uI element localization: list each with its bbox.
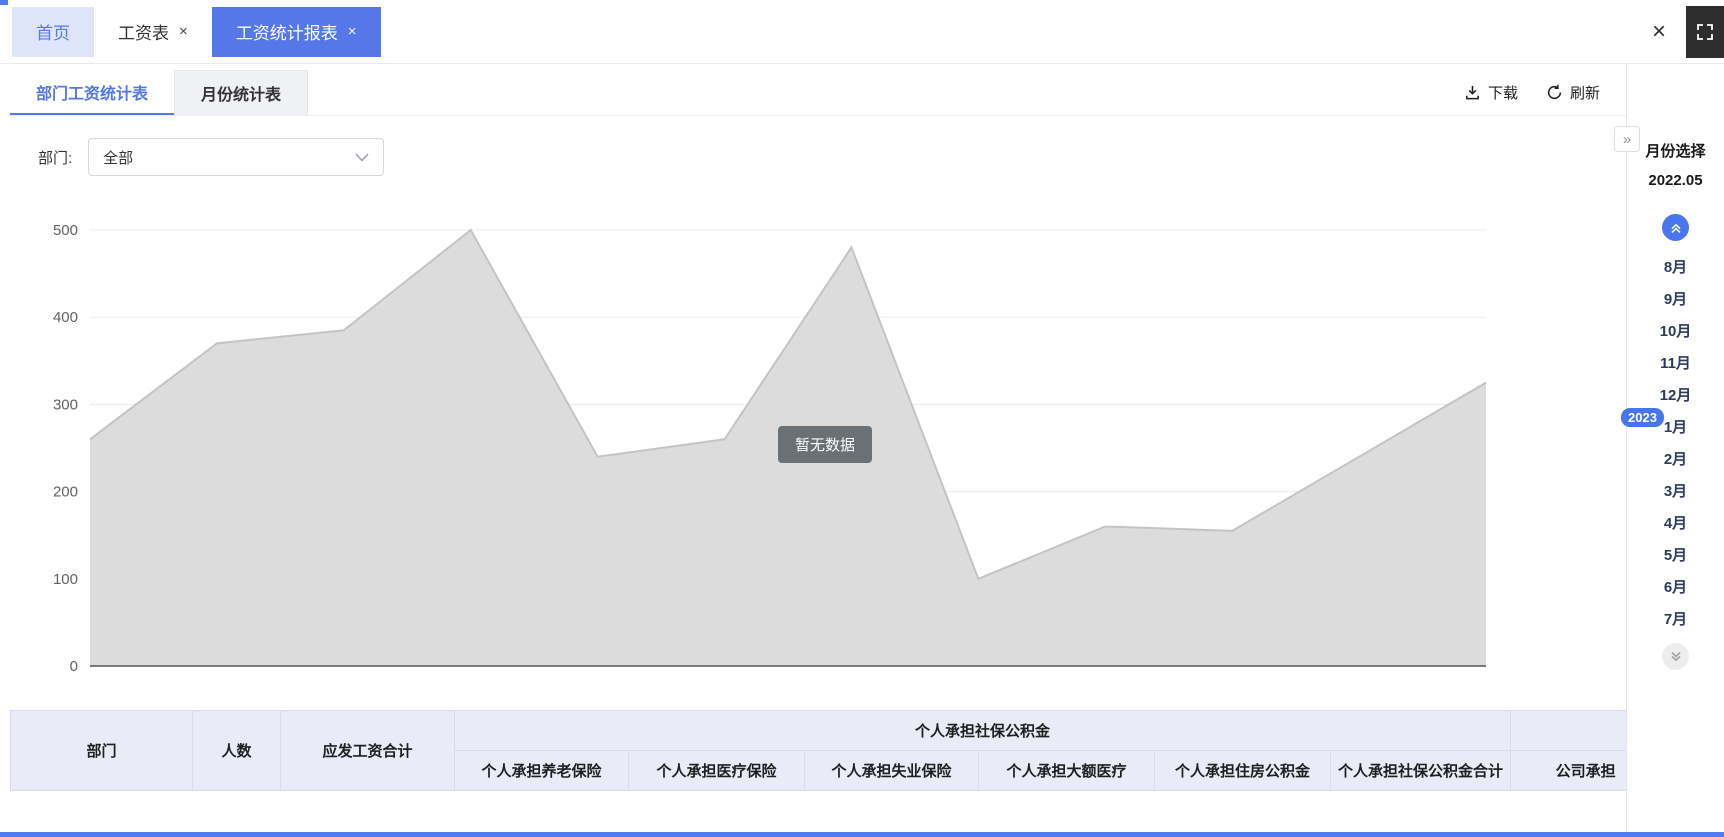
col-headcount: 人数 bbox=[192, 710, 281, 791]
col-personal-housing-fund: 个人承担住房公积金 bbox=[1154, 750, 1331, 791]
report-card: 部门工资统计表 月份统计表 下载 bbox=[0, 64, 1626, 832]
month-selector-panel: » 月份选择 2022.05 8月 9月 10月 11月 12月 1月 2月 3… bbox=[1614, 64, 1724, 832]
chart-toolbar: 下载 刷新 bbox=[1464, 70, 1600, 115]
svg-text:0: 0 bbox=[70, 658, 78, 675]
horizontal-scrollbar[interactable] bbox=[0, 832, 1724, 837]
col-company-cutoff: 公司承担 bbox=[1510, 750, 1626, 791]
col-personal-unemployment: 个人承担失业保险 bbox=[804, 750, 979, 791]
tab-month-stats[interactable]: 月份统计表 bbox=[174, 70, 309, 115]
year-badge: 2023 bbox=[1621, 408, 1664, 427]
col-personal-total: 个人承担社保公积金合计 bbox=[1329, 750, 1512, 791]
tab-month-stats-label: 月份统计表 bbox=[201, 87, 282, 104]
tab-department-salary-stats[interactable]: 部门工资统计表 bbox=[10, 70, 175, 115]
col-department: 部门 bbox=[10, 710, 193, 791]
collapse-panel-button[interactable]: » bbox=[1614, 126, 1640, 152]
col-personal-major-medical: 个人承担大额医疗 bbox=[978, 750, 1155, 791]
month-item[interactable]: 12月 bbox=[1659, 387, 1692, 404]
salary-area-chart: 0 100 200 300 400 500 bbox=[53, 222, 1487, 675]
corner-sliver bbox=[0, 0, 8, 5]
tab-salary-sheet-label: 工资表 bbox=[118, 24, 169, 43]
chart-area: 0 100 200 300 400 500 暂无数据 bbox=[20, 216, 1626, 686]
fullscreen-button[interactable] bbox=[1686, 5, 1724, 58]
month-item[interactable]: 2月 bbox=[1663, 451, 1688, 468]
collapse-icon: » bbox=[1622, 130, 1632, 148]
tab-home[interactable]: 首页 bbox=[12, 6, 94, 57]
topbar-right: × bbox=[1632, 0, 1724, 63]
scroll-down-button[interactable] bbox=[1662, 643, 1689, 670]
col-gross-salary-total: 应发工资合计 bbox=[280, 710, 455, 791]
month-panel-title: 月份选择 bbox=[1645, 143, 1706, 160]
double-chevron-up-icon bbox=[1670, 223, 1681, 233]
table-header-row-2: 个人承担养老保险 个人承担医疗保险 个人承担失业保险 个人承担大额医疗 个人承担… bbox=[11, 750, 1626, 791]
fullscreen-icon bbox=[1697, 23, 1713, 40]
col-personal-medical: 个人承担医疗保险 bbox=[628, 750, 805, 791]
svg-text:100: 100 bbox=[53, 571, 78, 588]
tab-salary-report[interactable]: 工资统计报表 × bbox=[211, 6, 381, 57]
group-header-personal-social-security: 个人承担社保公积金 bbox=[453, 710, 1512, 751]
month-item[interactable]: 6月 bbox=[1663, 579, 1688, 596]
double-chevron-down-icon bbox=[1670, 651, 1681, 661]
month-item[interactable]: 7月 bbox=[1663, 611, 1688, 628]
month-item[interactable]: 8月 bbox=[1663, 259, 1688, 276]
refresh-button[interactable]: 刷新 bbox=[1546, 82, 1600, 103]
svg-text:500: 500 bbox=[53, 222, 78, 239]
month-item[interactable]: 9月 bbox=[1663, 291, 1688, 308]
scroll-up-button[interactable] bbox=[1662, 214, 1689, 241]
top-tab-bar: 首页 工资表 × 工资统计报表 × × bbox=[0, 0, 1724, 64]
tab-salary-report-close-icon[interactable]: × bbox=[347, 23, 357, 40]
month-list: 8月 9月 10月 11月 12月 1月 2月 3月 4月 5月 6月 7月 bbox=[1660, 257, 1692, 630]
chevron-down-icon bbox=[355, 152, 369, 162]
summary-table: 部门 人数 应发工资合计 个人承担社保公积金 个人承担养老保险 个人承担医疗保险… bbox=[10, 710, 1626, 791]
download-label: 下载 bbox=[1487, 85, 1518, 102]
tab-salary-sheet[interactable]: 工资表 × bbox=[94, 6, 212, 57]
download-icon bbox=[1466, 85, 1479, 100]
tab-home-label: 首页 bbox=[36, 24, 70, 43]
page-body: 部门工资统计表 月份统计表 下载 bbox=[0, 64, 1724, 832]
month-item[interactable]: 3月 bbox=[1663, 483, 1688, 500]
department-filter-label: 部门: bbox=[38, 149, 73, 167]
refresh-icon bbox=[1547, 84, 1562, 100]
tab-salary-sheet-close-icon[interactable]: × bbox=[179, 23, 188, 40]
current-month-value: 2022.05 bbox=[1648, 172, 1703, 189]
month-item[interactable]: 5月 bbox=[1663, 547, 1688, 564]
svg-text:400: 400 bbox=[53, 309, 78, 326]
svg-text:300: 300 bbox=[53, 396, 78, 413]
department-select-value: 全部 bbox=[103, 149, 134, 167]
report-tabs-row: 部门工资统计表 月份统计表 下载 bbox=[10, 70, 1626, 116]
month-item[interactable]: 10月 bbox=[1659, 323, 1692, 340]
table-header-row-1: 部门 人数 应发工资合计 个人承担社保公积金 bbox=[10, 710, 1626, 791]
summary-table-wrap: 部门 人数 应发工资合计 个人承担社保公积金 个人承担养老保险 个人承担医疗保险… bbox=[10, 710, 1626, 791]
no-data-tooltip: 暂无数据 bbox=[778, 426, 873, 463]
col-personal-pension: 个人承担养老保险 bbox=[454, 750, 629, 791]
group-header-company-cutoff bbox=[1510, 710, 1626, 751]
tab-salary-report-label: 工资统计报表 bbox=[235, 24, 338, 43]
tab-department-salary-stats-label: 部门工资统计表 bbox=[36, 85, 149, 103]
department-select[interactable]: 全部 bbox=[88, 138, 385, 176]
month-item[interactable]: 11月 bbox=[1660, 355, 1691, 372]
download-button[interactable]: 下载 bbox=[1464, 82, 1518, 103]
svg-text:200: 200 bbox=[53, 484, 78, 501]
refresh-label: 刷新 bbox=[1569, 85, 1600, 102]
close-icon[interactable]: × bbox=[1651, 17, 1666, 45]
month-item[interactable]: 1月 bbox=[1663, 419, 1688, 436]
month-item[interactable]: 4月 bbox=[1663, 515, 1688, 532]
filter-row: 部门: 全部 bbox=[38, 138, 1626, 176]
